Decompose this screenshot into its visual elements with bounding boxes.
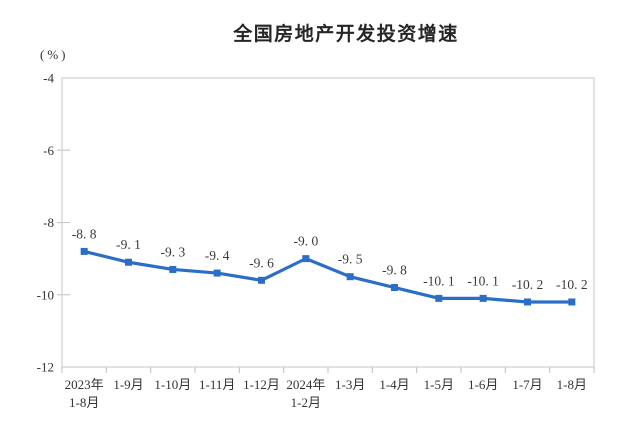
data-point-marker xyxy=(80,247,88,255)
data-point-marker xyxy=(435,294,443,302)
data-point-marker xyxy=(258,276,265,284)
y-tick-label: -12 xyxy=(37,360,54,375)
x-tick-label: 1-6月 xyxy=(468,377,498,392)
y-tick-label: -4 xyxy=(43,71,54,86)
plot-border xyxy=(61,77,595,368)
x-tick-label: 1-12月 xyxy=(243,377,280,392)
data-label: -10. 1 xyxy=(423,273,455,288)
chart-title: 全国房地产开发投资增速 xyxy=(232,22,459,45)
y-tick-label: -6 xyxy=(43,143,54,158)
data-point-marker xyxy=(391,284,398,292)
data-label: -9. 8 xyxy=(382,263,407,278)
x-tick-label: 1-7月 xyxy=(512,377,542,392)
y-axis-unit-label: (%) xyxy=(40,47,69,62)
x-tick-label: 2023年 1-8月 xyxy=(65,377,104,410)
x-tick-label: 1-10月 xyxy=(154,377,191,392)
y-tick-label: -10 xyxy=(37,287,54,302)
data-point-marker xyxy=(568,298,576,306)
x-tick-label: 1-9月 xyxy=(113,377,143,392)
plot-area: -4 -6 -8 -10 -12 2023年 1-8月 1-9月 1-10月 1-11月 1-12月… xyxy=(37,71,595,410)
data-label: -8. 8 xyxy=(72,226,97,241)
series-line xyxy=(83,249,572,304)
data-point-marker xyxy=(125,258,132,266)
x-tick-label: 1-5月 xyxy=(424,377,454,392)
data-label: -10. 2 xyxy=(556,277,588,292)
data-label: -10. 2 xyxy=(512,277,544,292)
x-tick-label: 1-11月 xyxy=(199,377,235,392)
data-point-marker xyxy=(346,273,354,281)
x-tick-label: 1-8月 xyxy=(557,377,587,392)
data-label: -9. 6 xyxy=(249,255,274,270)
data-label: -9. 3 xyxy=(160,244,185,259)
data-label: -9. 0 xyxy=(293,234,318,249)
data-point-marker xyxy=(479,294,487,302)
y-tick-label: -8 xyxy=(43,215,54,230)
data-point-marker xyxy=(524,298,531,306)
data-label: -9. 1 xyxy=(116,237,141,252)
data-label: -9. 4 xyxy=(205,248,230,263)
x-tick-label: 1-3月 xyxy=(335,377,365,392)
data-point-marker xyxy=(213,269,221,277)
data-label: -9. 5 xyxy=(338,252,363,267)
data-point-marker xyxy=(302,255,310,263)
x-tick-label: 1-4月 xyxy=(379,377,409,392)
x-tick-label: 2024年 1-2月 xyxy=(286,377,325,410)
data-point-marker xyxy=(169,265,177,273)
data-label: -10. 1 xyxy=(467,273,499,288)
